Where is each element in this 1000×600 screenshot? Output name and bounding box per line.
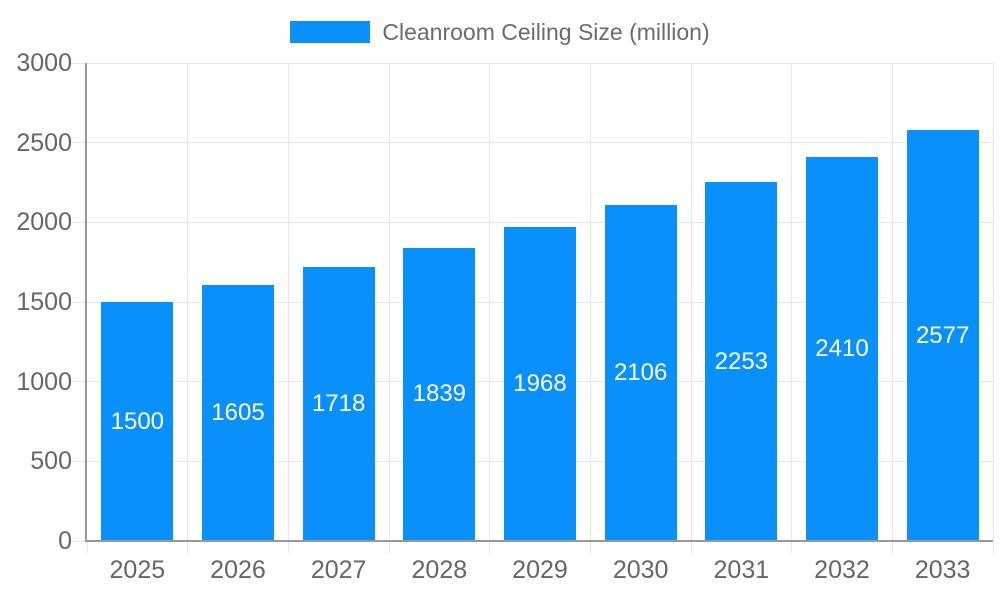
- x-tick-label: 2026: [210, 556, 266, 584]
- bar-value-label: 1968: [513, 370, 567, 398]
- x-axis-tick: [489, 542, 491, 553]
- bar: [806, 157, 878, 540]
- gridline-vertical: [791, 63, 793, 541]
- gridline-vertical: [489, 63, 491, 541]
- x-axis-tick: [690, 542, 692, 553]
- bar: [504, 227, 576, 540]
- y-axis-tick: [71, 540, 87, 542]
- x-axis-tick: [791, 542, 793, 553]
- y-tick-label: 0: [58, 527, 72, 555]
- x-tick-label: 2027: [310, 556, 367, 584]
- x-axis-line: [85, 540, 993, 542]
- y-tick-label: 3000: [16, 49, 72, 77]
- x-tick-label: 2025: [109, 556, 166, 584]
- x-axis-tick: [589, 542, 591, 553]
- gridline-vertical: [891, 63, 893, 541]
- bar-value-label: 2106: [613, 359, 668, 387]
- y-axis-tick: [71, 142, 87, 144]
- gridline-vertical: [187, 63, 189, 541]
- bar: [403, 247, 476, 540]
- gridline-horizontal: [87, 221, 993, 223]
- x-axis-tick: [287, 542, 289, 553]
- bar-value-label: 1839: [412, 380, 467, 408]
- gridline-vertical: [287, 63, 289, 541]
- y-tick-label: 500: [30, 447, 72, 476]
- x-axis-tick: [992, 542, 994, 553]
- bar: [202, 285, 274, 540]
- gridline-horizontal: [87, 142, 993, 144]
- y-axis-line: [85, 63, 87, 542]
- bar-value-label: 1718: [311, 390, 366, 418]
- gridline-vertical: [388, 63, 390, 541]
- x-tick-label: 2031: [713, 556, 770, 584]
- y-axis-tick: [71, 221, 87, 223]
- x-tick-label: 2033: [914, 556, 971, 584]
- bar: [101, 302, 174, 540]
- bar: [302, 267, 375, 540]
- x-tick-label: 2032: [814, 556, 870, 584]
- gridline-horizontal: [87, 62, 993, 64]
- bar-value-label: 1605: [211, 399, 265, 427]
- legend-label: Cleanroom Ceiling Size (million): [382, 19, 710, 45]
- y-axis-tick: [71, 62, 87, 64]
- bar: [906, 130, 979, 540]
- x-axis-tick: [388, 542, 390, 553]
- x-axis-tick: [187, 542, 189, 553]
- gridline-vertical: [690, 63, 692, 541]
- x-tick-label: 2030: [612, 556, 669, 584]
- y-axis-tick: [71, 460, 87, 462]
- bar-value-label: 1500: [110, 407, 165, 435]
- y-axis-tick: [71, 381, 87, 383]
- x-axis-tick: [86, 542, 88, 553]
- y-tick-label: 2000: [16, 208, 72, 237]
- x-tick-label: 2029: [512, 556, 568, 584]
- x-axis-tick: [891, 542, 893, 553]
- gridline-vertical: [992, 63, 994, 541]
- x-tick-label: 2028: [411, 556, 468, 584]
- bar: [604, 205, 677, 540]
- bar-value-label: 2253: [714, 347, 769, 375]
- bar-value-label: 2577: [915, 321, 970, 349]
- legend-marker: [290, 21, 371, 43]
- y-tick-label: 1000: [16, 367, 72, 396]
- y-tick-label: 2500: [16, 128, 72, 157]
- bar: [705, 182, 778, 540]
- legend[interactable]: Cleanroom Ceiling Size (million): [0, 20, 1000, 44]
- bar-value-label: 2410: [815, 335, 869, 362]
- y-axis-tick: [71, 301, 87, 303]
- y-tick-label: 1500: [16, 288, 72, 316]
- gridline-vertical: [589, 63, 591, 541]
